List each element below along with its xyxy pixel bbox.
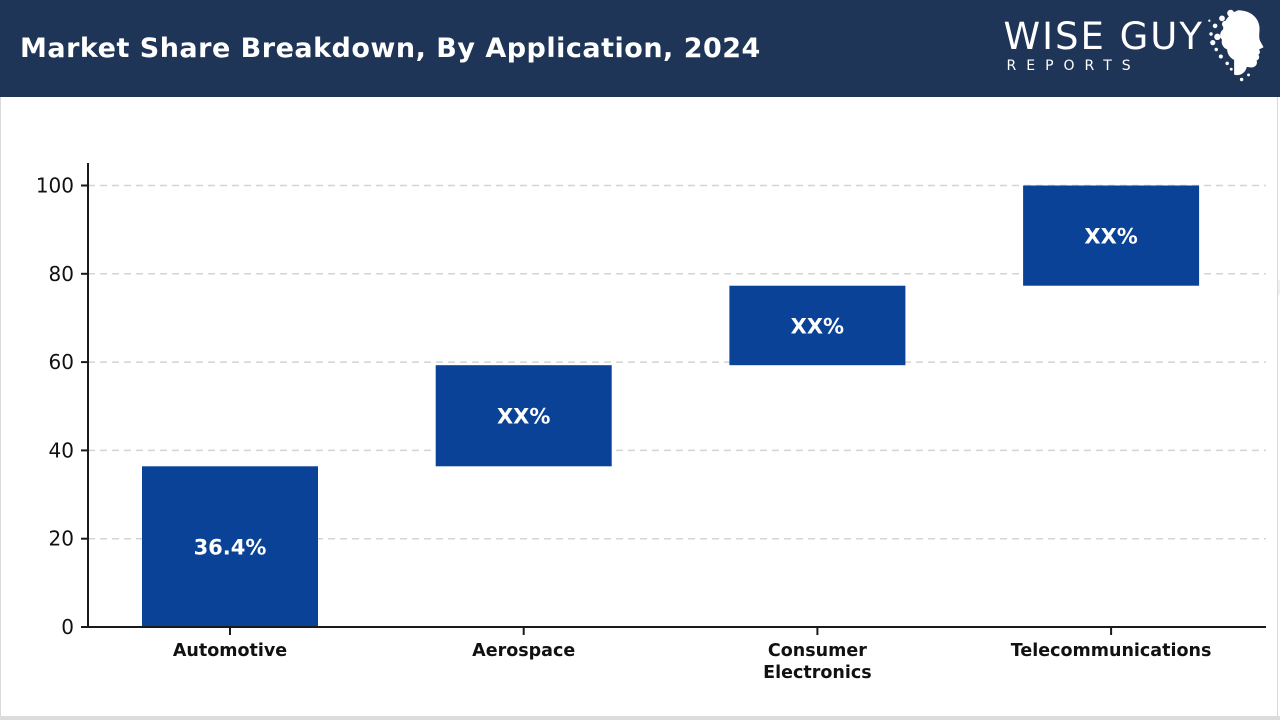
y-tick-label-40: 40: [49, 438, 74, 462]
y-tick-label-60: 60: [49, 350, 74, 374]
bar-value-label: 36.4%: [194, 536, 267, 560]
logo-face-icon: [1208, 8, 1266, 83]
page-title: Market Share Breakdown, By Application, …: [20, 33, 761, 64]
bar-value-label: XX%: [791, 314, 844, 338]
x-category-label: Consumer Electronics: [763, 641, 871, 683]
x-category-label: Telecommunications: [1011, 641, 1212, 661]
y-tick-label-100: 100: [36, 174, 74, 198]
logo-wordmark: WISE GUY: [1003, 15, 1204, 58]
logo-subtitle: REPORTS: [1006, 58, 1141, 74]
bar-value-label: XX%: [497, 405, 550, 429]
x-category-label: Automotive: [173, 641, 287, 661]
bar-automotive: [142, 466, 318, 627]
bar-aerospace: [435, 365, 612, 467]
x-category-label: Aerospace: [472, 641, 575, 661]
bottom-strip: [0, 716, 1280, 720]
wiseguy-logo: WISE GUY REPORTS: [1004, 8, 1266, 83]
bar-consumer-electronics: [729, 285, 906, 366]
header: Market Share Breakdown, By Application, …: [0, 0, 1280, 97]
y-tick-label-80: 80: [49, 262, 74, 286]
y-tick-label-0: 0: [61, 615, 74, 639]
y-tick-label-20: 20: [49, 527, 74, 551]
logo-text: WISE GUY REPORTS: [1003, 15, 1204, 75]
bar-telecommunications: [1023, 185, 1200, 286]
bar-value-label: XX%: [1084, 225, 1137, 249]
